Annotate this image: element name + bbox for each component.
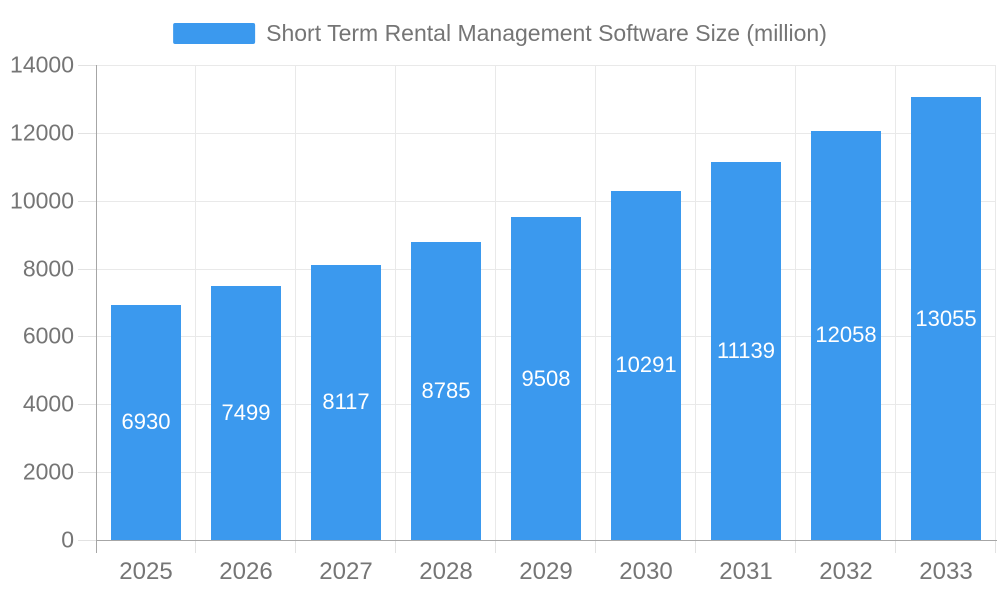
x-axis-label: 2033	[919, 558, 973, 585]
x-axis-label: 2030	[619, 558, 673, 585]
plot-area: 6930 7499 8117 8785 9508 10291 11139 12058 13055	[96, 65, 996, 540]
bar-2032[interactable]: 12058	[811, 130, 881, 540]
v-gridline	[695, 65, 696, 540]
bar-2029[interactable]: 9508	[511, 217, 581, 540]
v-gridline	[295, 65, 296, 540]
bar-value-label: 9508	[521, 365, 571, 391]
legend[interactable]: Short Term Rental Management Software Si…	[173, 22, 827, 45]
v-gridline	[495, 65, 496, 540]
y-axis-label: 10000	[10, 187, 74, 214]
y-axis-label: 6000	[22, 322, 74, 349]
x-axis-label: 2027	[319, 558, 373, 585]
y-axis-tick	[78, 200, 96, 202]
h-gridline	[96, 65, 996, 66]
x-axis-label: 2031	[719, 558, 773, 585]
legend-label: Short Term Rental Management Software Si…	[266, 20, 827, 46]
y-axis-tick	[78, 540, 96, 541]
bar-value-label: 11139	[717, 338, 775, 364]
y-axis-label: 14000	[10, 51, 74, 78]
x-axis-label: 2029	[519, 558, 573, 585]
y-axis-label: 0	[61, 526, 74, 553]
y-axis-label: 4000	[22, 390, 74, 417]
v-gridline	[995, 65, 996, 540]
bar-value-label: 8785	[421, 377, 471, 403]
y-axis-tick	[78, 65, 96, 66]
v-gridline	[595, 65, 596, 540]
y-axis-tick	[78, 268, 96, 270]
v-gridline	[195, 65, 196, 540]
x-axis-label: 2032	[819, 558, 873, 585]
v-gridline	[795, 65, 796, 540]
x-axis-tick	[195, 541, 196, 553]
bar-2033[interactable]: 13055	[911, 97, 981, 540]
bar-2026[interactable]: 7499	[211, 285, 281, 540]
h-gridline	[96, 132, 996, 134]
x-axis-tick	[695, 541, 696, 553]
y-axis-tick	[78, 132, 96, 134]
bar-value-label: 8117	[322, 389, 370, 415]
v-gridline	[395, 65, 396, 540]
legend-swatch-icon	[173, 23, 256, 44]
bar-2028[interactable]: 8785	[411, 241, 481, 540]
x-axis-tick	[395, 541, 396, 553]
x-axis-tick	[295, 541, 296, 553]
h-gridline	[96, 200, 996, 202]
bar-value-label: 10291	[615, 352, 677, 378]
y-axis-label: 12000	[10, 119, 74, 146]
y-axis-tick	[78, 472, 96, 474]
y-axis-tick	[78, 404, 96, 406]
bar-2030[interactable]: 10291	[611, 190, 681, 540]
x-axis-label: 2025	[119, 558, 173, 585]
x-axis-tick	[995, 541, 996, 553]
x-axis-line	[96, 540, 997, 541]
bar-value-label: 7499	[221, 399, 271, 425]
x-axis-tick	[895, 541, 896, 553]
x-axis-label: 2026	[219, 558, 273, 585]
y-axis-label: 8000	[22, 255, 74, 282]
x-axis-tick	[495, 541, 496, 553]
x-axis-label: 2028	[419, 558, 473, 585]
bar-2027[interactable]: 8117	[311, 264, 381, 540]
bar-value-label: 12058	[815, 322, 877, 348]
bar-value-label: 6930	[121, 409, 171, 435]
y-axis-label: 2000	[22, 458, 74, 485]
v-gridline	[895, 65, 896, 540]
y-axis-line	[96, 65, 97, 553]
bar-value-label: 13055	[915, 305, 977, 331]
y-axis-tick	[78, 336, 96, 338]
bar-2031[interactable]: 11139	[711, 162, 781, 540]
bar-2025[interactable]: 6930	[111, 304, 181, 540]
x-axis-tick	[795, 541, 796, 553]
x-axis-tick	[595, 541, 596, 553]
